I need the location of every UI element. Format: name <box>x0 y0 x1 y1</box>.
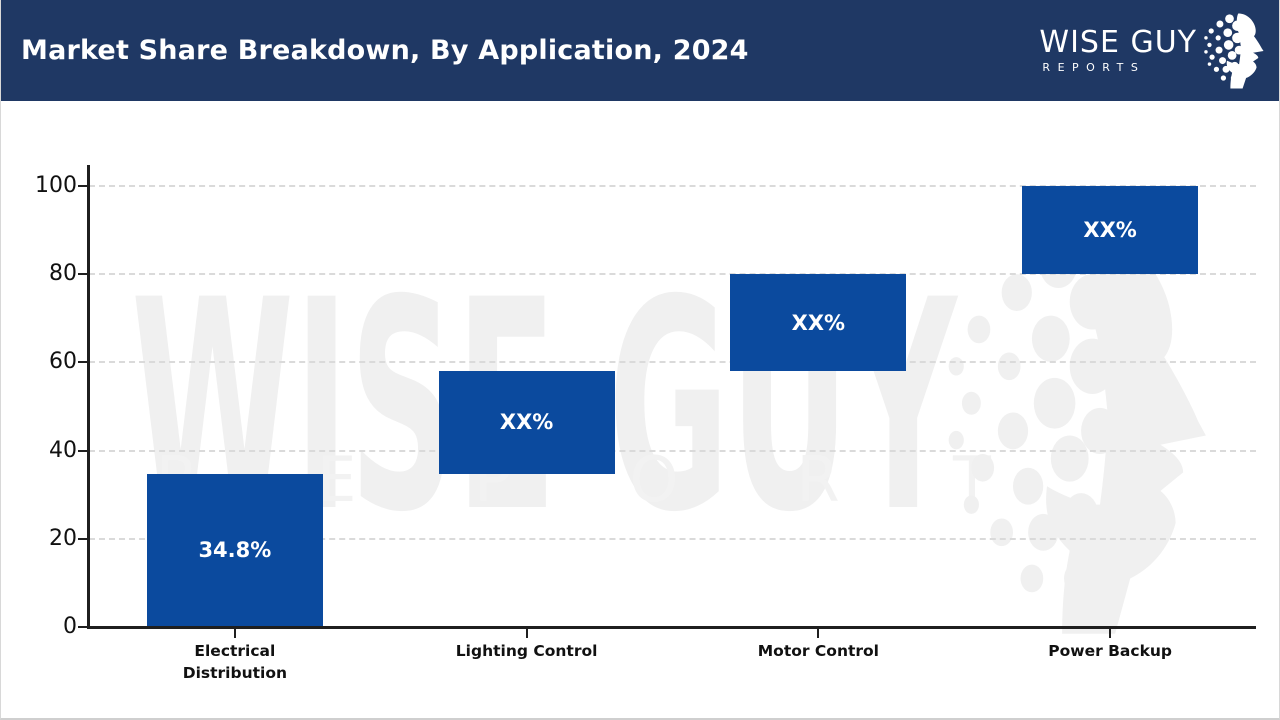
y-tick-label: 100 <box>35 173 77 198</box>
bar-segment: XX% <box>438 371 615 474</box>
y-tick-label: 0 <box>63 614 77 639</box>
header-bar: Market Share Breakdown, By Application, … <box>1 0 1279 101</box>
bar-segment: XX% <box>730 274 907 372</box>
gridline <box>89 361 1256 364</box>
gridline <box>89 273 1256 276</box>
x-tick <box>233 629 236 638</box>
bar-value-label: XX% <box>499 410 554 435</box>
page-title: Market Share Breakdown, By Application, … <box>21 35 749 66</box>
logo-sub-text: REPORTS <box>1042 60 1146 74</box>
y-tick <box>78 626 87 628</box>
bar-value-label: 34.8% <box>198 538 272 563</box>
logo-brand-text: WISE GUY <box>1039 24 1197 60</box>
gridline <box>89 449 1256 452</box>
y-tick <box>78 449 87 452</box>
y-tick <box>78 185 87 187</box>
y-tick-label: 40 <box>49 437 77 463</box>
x-category-label: Lighting Control <box>455 642 598 660</box>
x-tick <box>525 629 528 638</box>
y-tick-label: 80 <box>49 261 77 287</box>
bar-segment: XX% <box>1022 186 1199 275</box>
x-category-label: Electrical Distribution <box>182 642 288 683</box>
y-tick <box>78 361 87 364</box>
y-tick-label: 60 <box>49 349 77 375</box>
x-axis <box>87 626 1256 629</box>
bar-value-label: XX% <box>791 310 846 335</box>
logo-head-icon <box>1204 13 1264 88</box>
bar-segment: 34.8% <box>146 473 323 627</box>
x-tick <box>1109 629 1112 638</box>
y-tick-label: 20 <box>49 525 77 551</box>
logo-text: WISE GUY REPORTS <box>1039 24 1197 74</box>
bar-value-label: XX% <box>1083 218 1137 243</box>
x-category-label: Power Backup <box>1048 642 1173 660</box>
x-category-label: Motor Control <box>757 642 879 660</box>
y-axis <box>87 165 90 629</box>
y-tick <box>78 537 87 540</box>
x-tick <box>817 629 820 638</box>
y-tick <box>78 273 87 276</box>
gridline <box>89 185 1256 187</box>
wiseguy-logo: WISE GUY REPORTS <box>1039 7 1267 95</box>
gridline <box>89 537 1256 540</box>
